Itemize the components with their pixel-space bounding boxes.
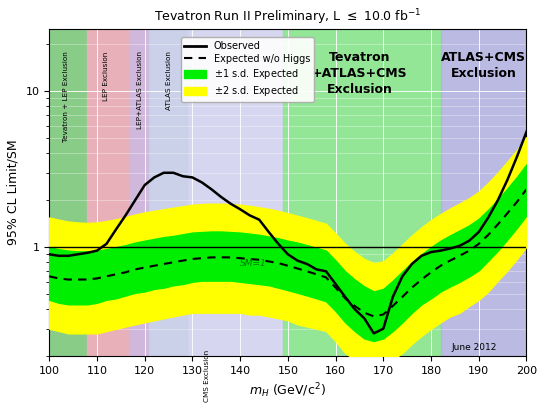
Text: ATLAS+CMS
Exclusion: ATLAS+CMS Exclusion <box>441 52 526 81</box>
Text: June 2012: June 2012 <box>452 343 497 352</box>
Text: Tevatron
+ATLAS+CMS
Exclusion: Tevatron +ATLAS+CMS Exclusion <box>312 52 407 97</box>
Text: CMS Exclusion: CMS Exclusion <box>203 350 210 402</box>
Title: Tevatron Run II Preliminary, L $\leq$ 10.0 fb$^{-1}$: Tevatron Run II Preliminary, L $\leq$ 10… <box>154 7 422 27</box>
Text: LEP Exclusion: LEP Exclusion <box>103 52 109 101</box>
X-axis label: $m_H$ (GeV/c$^2$): $m_H$ (GeV/c$^2$) <box>250 382 326 400</box>
Bar <box>188 29 283 356</box>
Bar <box>131 29 150 356</box>
Text: LEP+ATLAS Exclusion: LEP+ATLAS Exclusion <box>137 52 143 129</box>
Y-axis label: 95% CL Limit/SM: 95% CL Limit/SM <box>7 140 20 245</box>
Text: SM=1: SM=1 <box>240 259 267 268</box>
Bar <box>49 29 88 356</box>
Bar <box>441 29 527 356</box>
Bar <box>150 29 188 356</box>
Bar <box>283 29 441 356</box>
Bar <box>88 29 131 356</box>
Legend: Observed, Expected w/o Higgs, $\pm$1 s.d. Expected, $\pm$2 s.d. Expected: Observed, Expected w/o Higgs, $\pm$1 s.d… <box>181 37 314 102</box>
Text: ATLAS Exclusion: ATLAS Exclusion <box>165 52 171 110</box>
Text: Tevatron + LEP Exclusion: Tevatron + LEP Exclusion <box>63 52 69 142</box>
